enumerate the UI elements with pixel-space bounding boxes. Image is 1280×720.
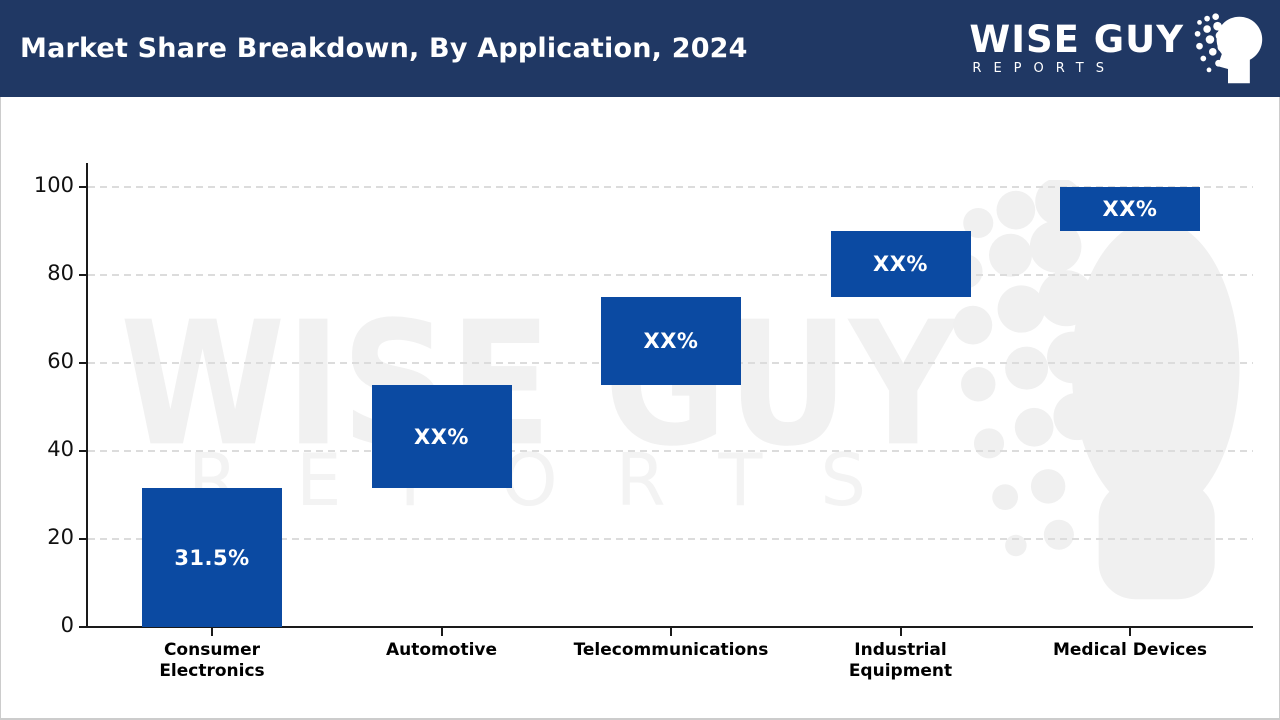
logo-wordmark: WISE GUY (969, 17, 1184, 61)
y-tick-mark (79, 362, 88, 364)
bar-value-label: XX% (873, 252, 928, 276)
y-tick-mark (79, 186, 88, 188)
y-tick-mark (79, 538, 88, 540)
x-axis-label: Automotive (385, 640, 498, 660)
y-axis-spine (86, 163, 88, 628)
watermark-subtext: REPORTS (188, 438, 925, 522)
wiseguy-face-icon (1194, 12, 1263, 83)
gridline (88, 450, 1253, 452)
bar-value-label: XX% (643, 329, 699, 353)
y-tick-mark (79, 626, 88, 628)
gridline (88, 186, 1253, 188)
y-axis-label: 0 (60, 613, 74, 637)
watermark-face-icon (948, 180, 1240, 600)
x-axis-label: Medical Devices (1052, 640, 1207, 660)
x-axis-label: Consumer Electronics (159, 640, 265, 681)
bar-value-label: XX% (414, 424, 469, 449)
x-tick-mark (670, 628, 672, 636)
wiseguy-logo: WISE GUY REPORTS (969, 10, 1266, 88)
bar: XX% (601, 297, 741, 385)
bar: XX% (371, 385, 512, 489)
bar: 31.5% (142, 488, 282, 627)
y-tick-mark (79, 274, 88, 276)
y-axis-label: 60 (47, 349, 74, 373)
x-tick-mark (211, 628, 213, 636)
x-tick-mark (899, 628, 902, 636)
y-axis-label: 100 (33, 173, 74, 197)
x-tick-mark (440, 628, 443, 636)
bar-value-label: 31.5% (174, 545, 250, 570)
y-axis-label: 80 (47, 261, 74, 285)
bar: XX% (830, 231, 971, 297)
y-axis-label: 40 (47, 437, 74, 461)
page-title: Market Share Breakdown, By Application, … (20, 33, 748, 64)
y-axis-label: 20 (47, 525, 74, 549)
x-axis-spine (86, 626, 1253, 628)
header: Market Share Breakdown, By Application, … (0, 0, 1280, 97)
x-tick-mark (1129, 628, 1131, 636)
logo-text: WISE GUY REPORTS (969, 17, 1184, 76)
bar-value-label: XX% (1102, 197, 1158, 221)
x-axis-label: Telecommunications (573, 640, 769, 660)
y-tick-mark (79, 450, 88, 452)
gridline (88, 538, 1253, 540)
logo-subtext: REPORTS (972, 60, 1117, 76)
x-axis-label: Industrial Equipment (848, 640, 953, 681)
gridline (88, 274, 1253, 276)
bar: XX% (1060, 187, 1200, 231)
